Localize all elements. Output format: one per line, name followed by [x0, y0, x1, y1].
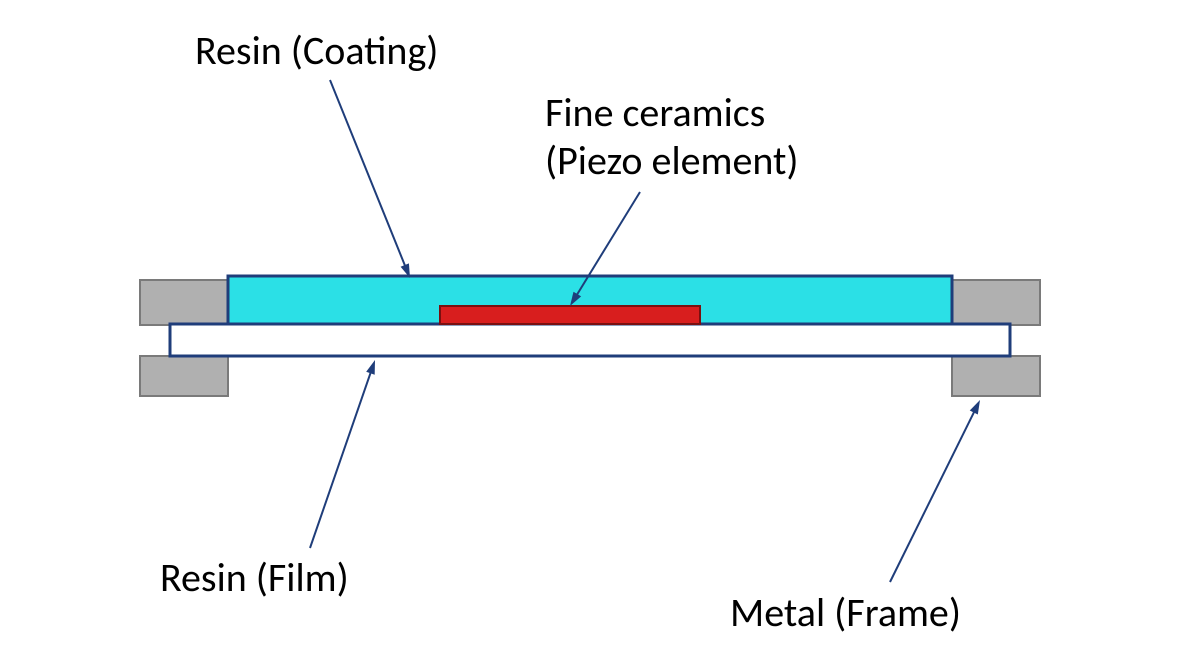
resin-film-layer [170, 324, 1010, 356]
label-metal-frame: Metal (Frame) [730, 590, 961, 636]
leader-line [890, 408, 976, 582]
piezo-element [440, 306, 700, 324]
frame-right-top [952, 280, 1040, 325]
frame-left-bottom [140, 356, 228, 396]
diagram-stage: Resin (Coating) Fine ceramics (Piezo ele… [0, 0, 1186, 668]
leader-line [330, 80, 407, 270]
label-fine-ceramics-2: (Piezo element) [545, 138, 799, 184]
frame-left-top [140, 280, 228, 325]
label-fine-ceramics-1: Fine ceramics [545, 90, 765, 136]
leader-line [310, 368, 372, 548]
arrowhead-icon [366, 360, 375, 375]
arrowhead-icon [970, 400, 980, 415]
frame-right-bottom [952, 356, 1040, 396]
label-resin-coating: Resin (Coating) [195, 28, 438, 74]
label-resin-film: Resin (Film) [160, 555, 349, 601]
